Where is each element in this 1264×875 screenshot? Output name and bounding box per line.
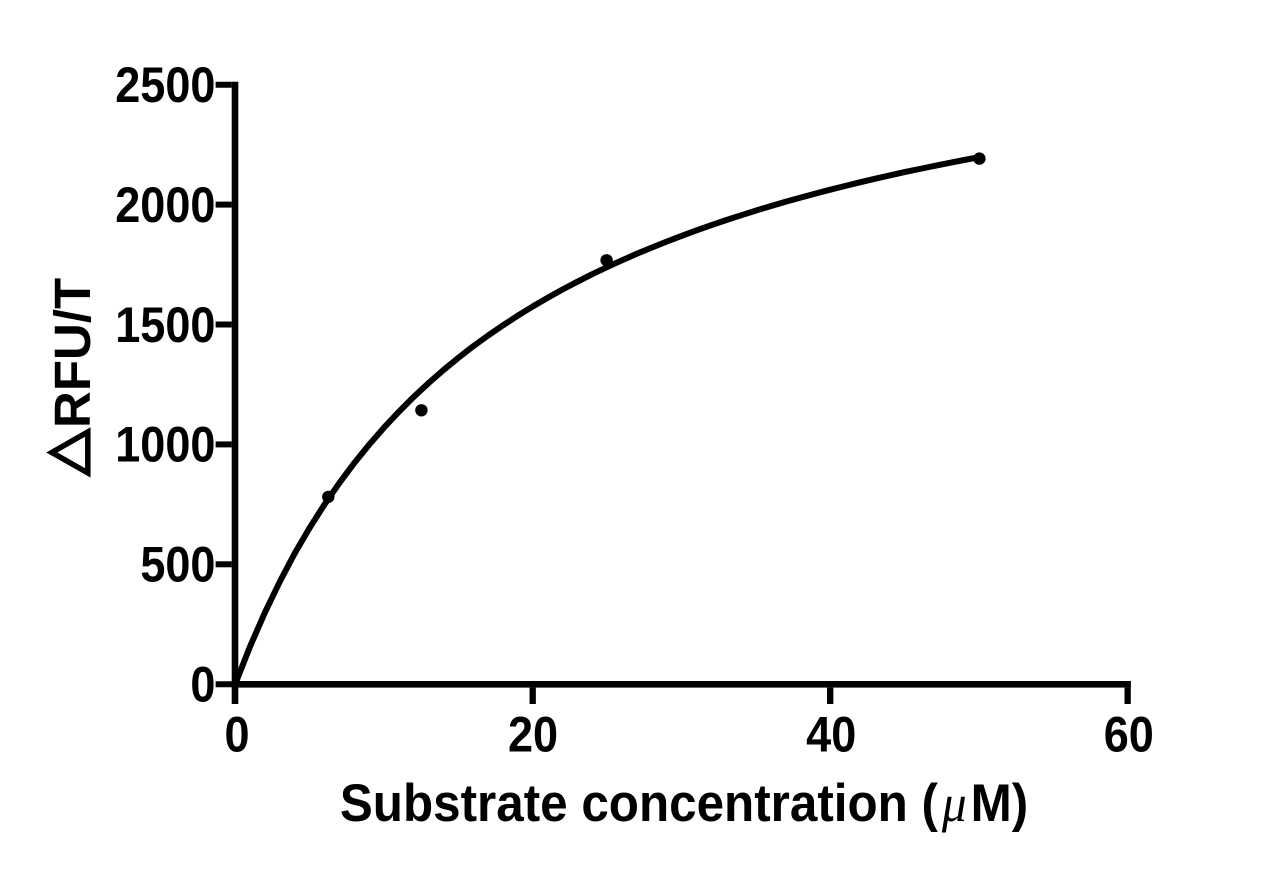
- svg-text:0: 0: [224, 707, 249, 763]
- svg-text:20: 20: [508, 707, 558, 763]
- svg-text:40: 40: [806, 707, 856, 763]
- svg-text:2500: 2500: [115, 58, 215, 114]
- svg-text:RFU/T: RFU/T: [44, 278, 101, 428]
- svg-text:Substrate concentration (μM): Substrate concentration (μM): [340, 774, 1028, 834]
- svg-text:0: 0: [190, 657, 215, 713]
- svg-text:2000: 2000: [115, 178, 215, 234]
- svg-text:1000: 1000: [115, 418, 215, 474]
- svg-text:500: 500: [140, 537, 215, 593]
- svg-text:60: 60: [1104, 707, 1154, 763]
- svg-text:1500: 1500: [115, 298, 215, 354]
